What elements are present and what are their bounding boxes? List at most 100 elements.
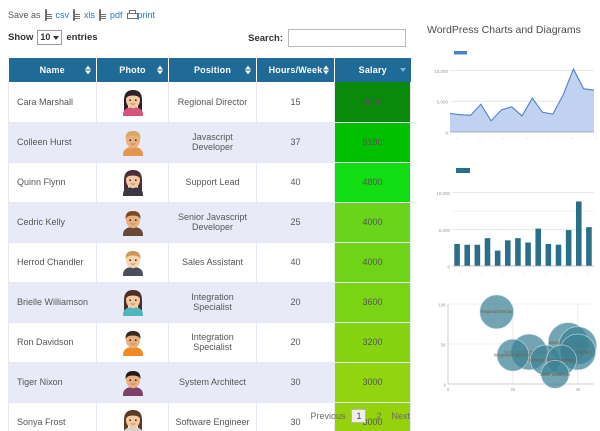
table-row[interactable]: Cedric Kelly Senior Javascript Developer…: [8, 202, 411, 243]
page-length-select[interactable]: 10: [37, 30, 63, 45]
bar[interactable]: [504, 240, 511, 266]
pagination-next[interactable]: Next: [391, 411, 410, 421]
bar[interactable]: [575, 201, 582, 266]
bubble[interactable]: [540, 360, 570, 389]
sort-both-icon[interactable]: [85, 65, 91, 75]
pagination-previous[interactable]: Previous: [310, 411, 346, 421]
xls-icon: [73, 9, 82, 21]
column-header-hours[interactable]: Hours/Week: [256, 58, 335, 82]
avatar: [120, 408, 146, 431]
pagination-page-2[interactable]: 2: [376, 411, 382, 421]
cell-hours: 40: [256, 242, 335, 283]
bar[interactable]: [474, 244, 481, 266]
pagination-page-1[interactable]: 1: [351, 409, 367, 423]
table-row[interactable]: Sonya Frost Software Engineer 30 3000: [8, 402, 411, 431]
bubble[interactable]: [479, 294, 515, 330]
cell-position: Software Engineer: [168, 402, 257, 431]
cell-photo: [96, 322, 169, 363]
cell-position: Integration Specialist: [168, 322, 257, 363]
bar[interactable]: [525, 242, 531, 266]
search-control: Search:: [248, 29, 406, 47]
bar[interactable]: [565, 230, 572, 266]
bar[interactable]: [535, 228, 542, 266]
sort-descending-icon[interactable]: [399, 68, 406, 72]
sort-both-icon[interactable]: [157, 65, 163, 75]
svg-text:—: —: [524, 135, 529, 140]
svg-text:0: 0: [444, 383, 447, 388]
cell-name: Herrod Chandler: [8, 242, 97, 283]
table-controls: Show 10 entries Search:: [8, 29, 412, 52]
export-print-button[interactable]: print: [127, 10, 156, 20]
column-header-photo[interactable]: Photo: [96, 58, 169, 82]
svg-text:10,000: 10,000: [434, 69, 448, 74]
avatar: [120, 328, 146, 356]
cell-hours: 20: [256, 322, 335, 363]
cell-hours: 30: [256, 362, 335, 403]
show-prefix-label: Show: [8, 32, 34, 43]
bar-chart[interactable]: 0 5,000 10,000 — — — — — — —: [426, 156, 598, 288]
bar[interactable]: [464, 244, 471, 266]
table-row[interactable]: Tiger Nixon System Architect 30 3000: [8, 362, 411, 403]
cell-salary: 4000: [334, 202, 411, 243]
cell-photo: [96, 82, 169, 123]
avatar: [120, 368, 146, 396]
export-xls-button[interactable]: xls: [73, 9, 95, 21]
export-csv-button[interactable]: csv: [44, 9, 69, 21]
column-header-position[interactable]: Position: [168, 58, 257, 82]
bar[interactable]: [494, 250, 501, 266]
column-header-position-label: Position: [193, 65, 232, 75]
cell-photo: [96, 122, 169, 163]
column-header-salary[interactable]: Salary: [334, 58, 411, 82]
cell-salary: 3200: [334, 322, 411, 363]
avatar: [120, 248, 146, 276]
svg-text:—: —: [584, 270, 590, 276]
bubble-label: Sales Assistant: [564, 349, 593, 354]
svg-text:0: 0: [445, 131, 448, 136]
svg-text:0: 0: [447, 265, 450, 270]
data-table-wrapper: Name Photo Position Hours/Week: [8, 58, 411, 431]
cell-name: Cara Marshall: [8, 82, 97, 123]
svg-text:5,000: 5,000: [439, 228, 451, 233]
svg-text:20: 20: [511, 387, 516, 392]
table-row[interactable]: Herrod Chandler Sales Assistant 40 4000: [8, 242, 411, 283]
sort-both-icon[interactable]: [245, 65, 251, 75]
column-header-name[interactable]: Name: [8, 58, 97, 82]
svg-text:5K: 5K: [441, 343, 446, 348]
table-row[interactable]: Quinn Flynn Support Lead 40 4800: [8, 162, 411, 203]
bar[interactable]: [555, 244, 562, 266]
svg-text:10,000: 10,000: [436, 191, 450, 196]
table-row[interactable]: Ron Davidson Integration Specialist 20 320…: [8, 322, 411, 363]
sort-both-icon[interactable]: [323, 65, 329, 75]
bubble[interactable]: [496, 338, 530, 372]
export-pdf-label: pdf: [110, 10, 123, 20]
cell-hours: 40: [256, 162, 335, 203]
csv-icon: [44, 9, 54, 21]
svg-text:10K: 10K: [439, 303, 447, 308]
cell-salary: 3000: [334, 402, 411, 431]
table-row[interactable]: Cara Marshall Regional Director 15 9020: [8, 82, 411, 123]
cell-salary: 5180: [334, 122, 411, 163]
data-table: Name Photo Position Hours/Week: [8, 58, 411, 431]
avatar: [120, 88, 146, 116]
table-row[interactable]: Brielle Williamson Integration Specialis…: [8, 282, 411, 323]
column-header-hours-label: Hours/Week: [268, 65, 323, 75]
svg-text:—: —: [478, 135, 483, 140]
table-body: Cara Marshall Regional Director 15 9020 Col…: [8, 82, 411, 431]
table-row[interactable]: Colleen Hurst Javascript Developer 37 5180: [8, 122, 411, 163]
cell-position: Support Lead: [168, 162, 257, 203]
bar[interactable]: [454, 244, 460, 266]
export-pdf-button[interactable]: pdf: [99, 9, 123, 21]
bar[interactable]: [586, 227, 592, 266]
pdf-icon: [99, 9, 108, 21]
area-chart[interactable]: 0 5,000 10,000 — — — — — — —: [426, 40, 598, 152]
search-input[interactable]: [288, 29, 406, 47]
legend-swatch: [454, 51, 467, 55]
bar[interactable]: [515, 238, 521, 266]
svg-text:—: —: [563, 270, 569, 276]
bar[interactable]: [484, 238, 491, 266]
cell-name: Tiger Nixon: [8, 362, 97, 403]
bar[interactable]: [545, 244, 552, 266]
bar-chart-svg: 0 5,000 10,000 — — — — — — —: [436, 168, 594, 276]
